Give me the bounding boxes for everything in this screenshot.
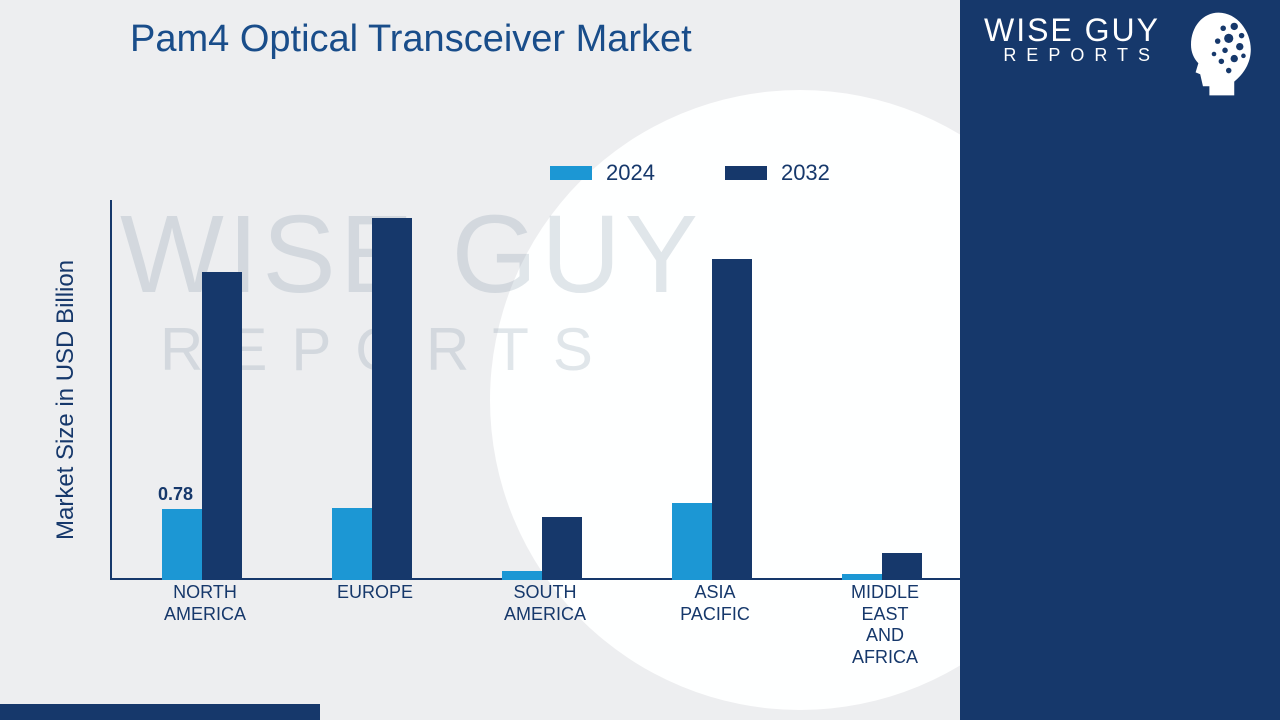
x-tick-label: ASIA PACIFIC: [650, 582, 780, 625]
y-axis-label: Market Size in USD Billion: [52, 260, 80, 540]
bar: [202, 272, 242, 580]
bar: [672, 503, 712, 580]
right-panel: [960, 0, 1280, 720]
value-label: 0.78: [158, 484, 193, 505]
bar: [712, 259, 752, 580]
infographic-canvas: WISE GUY REPORTS Pam4 Optical Transceive…: [0, 0, 1280, 720]
x-tick-label: EUROPE: [310, 582, 440, 604]
bottom-accent-bar: [0, 704, 320, 720]
bar: [842, 574, 882, 580]
bar-chart: 0.78: [110, 200, 960, 580]
bar: [162, 509, 202, 580]
head-icon: [1168, 8, 1260, 100]
brand-logo: WISE GUY REPORTS: [984, 12, 1160, 66]
bar: [882, 553, 922, 580]
y-axis-line: [110, 200, 112, 580]
bar: [542, 517, 582, 580]
legend-item-2024: 2024: [550, 160, 655, 186]
x-tick-label: NORTH AMERICA: [140, 582, 270, 625]
page-title: Pam4 Optical Transceiver Market: [130, 18, 692, 61]
bar: [332, 508, 372, 580]
x-tick-label: SOUTH AMERICA: [480, 582, 610, 625]
x-tick-label: MIDDLE EAST AND AFRICA: [820, 582, 950, 668]
logo-line2: REPORTS: [984, 45, 1160, 66]
legend-label-2024: 2024: [606, 160, 655, 186]
bar: [372, 218, 412, 580]
logo-line1: WISE GUY: [984, 12, 1160, 49]
legend-swatch-2024: [550, 166, 592, 180]
legend: 2024 2032: [550, 160, 830, 186]
legend-label-2032: 2032: [781, 160, 830, 186]
legend-swatch-2032: [725, 166, 767, 180]
legend-item-2032: 2032: [725, 160, 830, 186]
bar: [502, 571, 542, 580]
